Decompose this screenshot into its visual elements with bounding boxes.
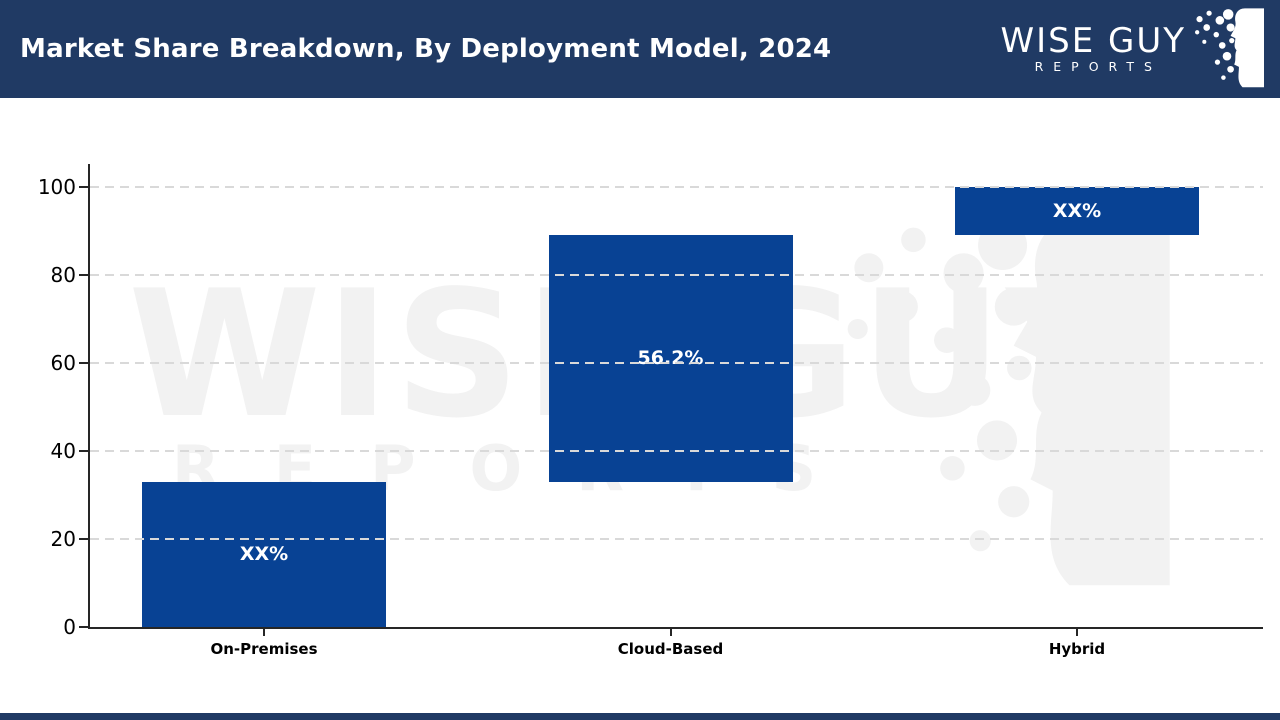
gridline-40 xyxy=(90,450,1263,452)
logo-text: WISE GUY REPORTS xyxy=(1000,24,1186,74)
x-axis-line xyxy=(88,626,1263,629)
x-tick-label-hybrid: Hybrid xyxy=(1048,640,1106,658)
gridline-60 xyxy=(90,362,1263,364)
y-tick-label-80: 80 xyxy=(50,263,76,287)
wise-guy-logo: WISE GUY REPORTS xyxy=(1000,0,1264,98)
watermark-face-icon xyxy=(847,217,1170,586)
bar-value-label: XX% xyxy=(239,543,289,566)
y-tick-mark-60 xyxy=(79,362,88,364)
y-tick-label-20: 20 xyxy=(50,527,76,551)
y-tick-mark-20 xyxy=(79,538,88,540)
bar-cloud-based: 56.2% xyxy=(548,234,793,482)
bar-value-label: XX% xyxy=(1052,199,1102,222)
gridline-80 xyxy=(90,274,1263,276)
header: Market Share Breakdown, By Deployment Mo… xyxy=(0,0,1280,98)
gridline-20 xyxy=(90,538,1263,540)
bar-value-label: 56.2% xyxy=(637,347,704,370)
x-tick-mark-cloud-based xyxy=(669,628,672,636)
logo-face-icon xyxy=(1195,8,1264,88)
logo-wordmark: WISE GUY xyxy=(1000,21,1186,62)
bar-on-premises: XX% xyxy=(142,481,386,627)
y-axis-line xyxy=(88,164,90,627)
x-tick-mark-on-premises xyxy=(263,628,265,636)
y-tick-mark-100 xyxy=(79,186,88,188)
y-tick-mark-0 xyxy=(79,626,88,628)
y-tick-label-40: 40 xyxy=(50,439,76,463)
bar-hybrid: XX% xyxy=(955,187,1199,235)
x-tick-label-on-premises: On-Premises xyxy=(210,640,318,658)
x-tick-label-cloud-based: Cloud-Based xyxy=(617,640,724,658)
y-tick-mark-80 xyxy=(79,274,88,276)
gridline-100 xyxy=(90,186,1263,188)
x-tick-mark-hybrid xyxy=(1076,628,1078,636)
y-tick-label-60: 60 xyxy=(50,351,76,375)
y-tick-mark-40 xyxy=(79,450,88,452)
footer-bar xyxy=(0,713,1280,720)
page-title: Market Share Breakdown, By Deployment Mo… xyxy=(20,34,832,64)
logo-subtext: REPORTS xyxy=(1034,59,1162,75)
y-tick-label-100: 100 xyxy=(37,175,76,199)
plot-area: 0 20 40 60 80 100 XX% On-Premises 56.2% Cloud-Bas… xyxy=(38,164,1263,658)
y-tick-label-0: 0 xyxy=(63,615,76,639)
